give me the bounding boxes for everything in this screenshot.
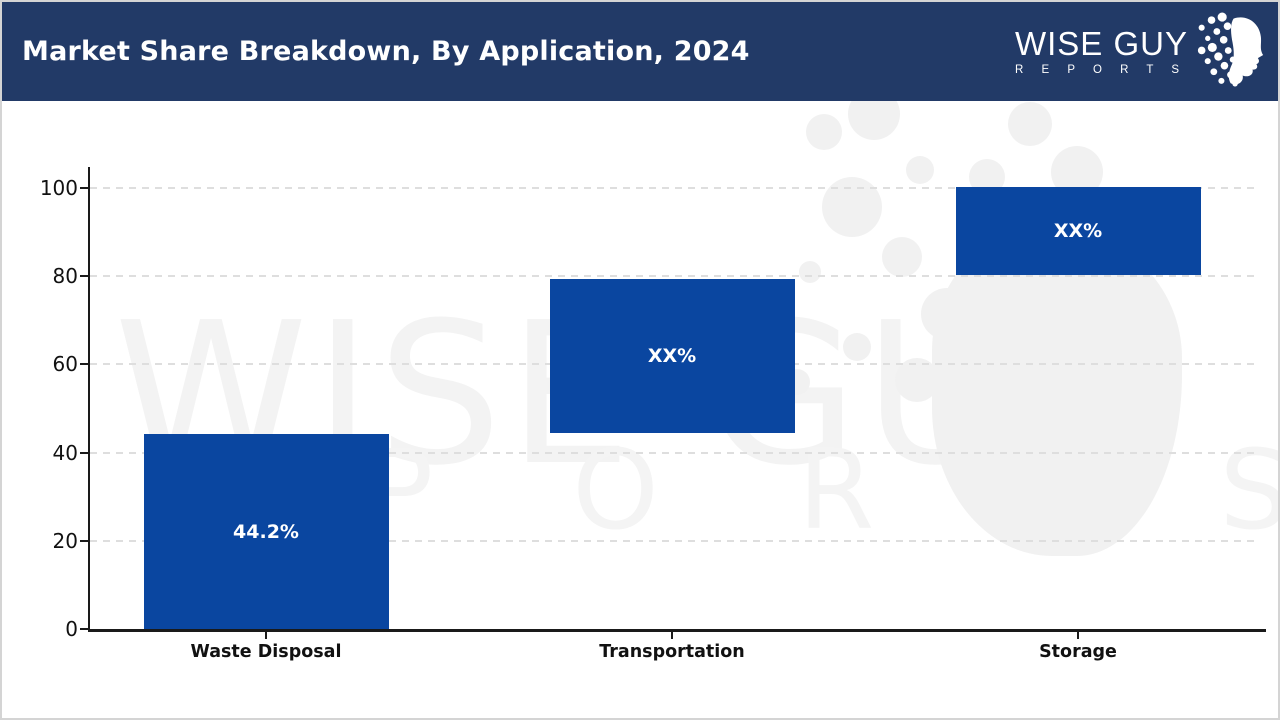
y-axis-tick-label: 60 [52, 352, 78, 376]
chart-area: WISE GUY P O R T S 02040608010044.2%XX%X… [2, 88, 1278, 718]
wise-guy-logo: WISE GUY R E P O R T S [1015, 11, 1268, 93]
x-axis-category-label: Waste Disposal [190, 642, 342, 662]
x-axis-category-label: Transportation [599, 642, 745, 662]
x-tick-mark [265, 631, 267, 639]
waterfall-bar: XX% [955, 187, 1201, 275]
watermark-head-shape [932, 226, 1182, 556]
watermark-dot [991, 281, 1023, 313]
y-gridline [90, 540, 1258, 542]
watermark-dot [1022, 337, 1062, 377]
x-tick-mark [671, 631, 673, 639]
y-axis-tick-label: 20 [52, 529, 78, 553]
x-axis-spine [88, 629, 1266, 632]
header-bar: Market Share Breakdown, By Application, … [2, 2, 1278, 101]
y-tick-mark [80, 363, 88, 365]
waterfall-bar: 44.2% [143, 434, 389, 629]
logo-head-icon [1197, 12, 1264, 87]
x-tick-mark [1077, 631, 1079, 639]
y-tick-mark [80, 187, 88, 189]
y-axis-tick-label: 0 [65, 617, 78, 641]
y-gridline [90, 452, 1258, 454]
logo-text: WISE GUY R E P O R T S [1015, 27, 1188, 76]
logo-wordmark: WISE GUY [1014, 25, 1188, 62]
bar-value-label: XX% [1053, 220, 1103, 242]
watermark-dot [921, 288, 973, 340]
y-tick-mark [80, 628, 88, 630]
y-axis-tick-label: 100 [39, 176, 78, 200]
y-axis-tick-label: 80 [52, 264, 78, 288]
watermark-dot [799, 261, 821, 283]
watermark-dot [806, 114, 842, 150]
y-tick-mark [80, 275, 88, 277]
watermark-dot [895, 358, 939, 402]
bar-value-label: XX% [647, 345, 697, 367]
page-title: Market Share Breakdown, By Application, … [22, 36, 750, 67]
y-tick-mark [80, 540, 88, 542]
watermark-dot [1008, 102, 1052, 146]
y-axis-tick-label: 40 [52, 441, 78, 465]
bar-value-label: 44.2% [233, 520, 299, 543]
watermark-dot [843, 333, 871, 361]
y-axis-spine [88, 167, 90, 632]
watermark-dot [882, 237, 922, 277]
watermark-dot [822, 177, 882, 237]
y-gridline [90, 187, 1258, 189]
logo-subtitle: R E P O R T S [1014, 64, 1187, 76]
watermark-dot [906, 156, 934, 184]
y-tick-mark [80, 452, 88, 454]
x-axis-category-label: Storage [1039, 642, 1117, 662]
watermark-dot [975, 382, 1005, 412]
waterfall-bar: XX% [549, 279, 795, 433]
y-gridline [90, 275, 1258, 277]
